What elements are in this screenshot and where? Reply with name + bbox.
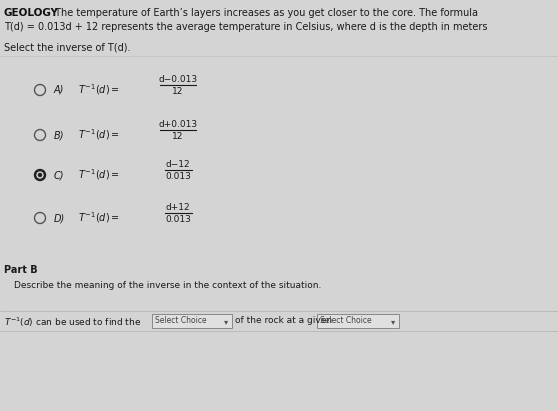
Text: Part B: Part B <box>4 265 37 275</box>
Circle shape <box>35 169 46 180</box>
Text: d+0.013: d+0.013 <box>158 120 198 129</box>
Text: B): B) <box>54 130 65 140</box>
Text: 0.013: 0.013 <box>165 172 191 181</box>
Text: The temperature of Earth’s layers increases as you get closer to the core. The f: The temperature of Earth’s layers increa… <box>52 8 478 18</box>
Text: Select the inverse of T(d).: Select the inverse of T(d). <box>4 42 131 52</box>
FancyBboxPatch shape <box>317 314 399 328</box>
Text: $T^{-1}(d) =$: $T^{-1}(d) =$ <box>78 168 120 182</box>
Text: D): D) <box>54 213 65 223</box>
Text: Select Choice: Select Choice <box>155 316 206 325</box>
Text: A): A) <box>54 85 64 95</box>
Text: 0.013: 0.013 <box>165 215 191 224</box>
Text: C): C) <box>54 170 65 180</box>
Text: of the rock at a given: of the rock at a given <box>235 316 332 325</box>
Text: d−0.013: d−0.013 <box>158 75 198 84</box>
Text: Select Choice: Select Choice <box>320 316 372 325</box>
Text: GEOLOGY: GEOLOGY <box>4 8 59 18</box>
Text: 12: 12 <box>172 87 184 96</box>
FancyBboxPatch shape <box>152 314 232 328</box>
Circle shape <box>39 173 41 176</box>
Text: d+12: d+12 <box>166 203 190 212</box>
Text: Describe the meaning of the inverse in the context of the situation.: Describe the meaning of the inverse in t… <box>14 281 321 290</box>
Text: $T^{-1}(d) =$: $T^{-1}(d) =$ <box>78 210 120 225</box>
Text: $T^{-1}(d) =$: $T^{-1}(d) =$ <box>78 83 120 97</box>
Text: ▾: ▾ <box>391 317 395 326</box>
Text: $T^{-1}(d)$ can be used to find the: $T^{-1}(d)$ can be used to find the <box>4 316 141 329</box>
Text: ▾: ▾ <box>224 317 228 326</box>
Text: 12: 12 <box>172 132 184 141</box>
Text: $T^{-1}(d) =$: $T^{-1}(d) =$ <box>78 127 120 142</box>
Circle shape <box>37 172 43 178</box>
Text: d−12: d−12 <box>166 160 190 169</box>
Text: T(d) = 0.013d + 12 represents the average temperature in Celsius, where d is the: T(d) = 0.013d + 12 represents the averag… <box>4 22 488 32</box>
